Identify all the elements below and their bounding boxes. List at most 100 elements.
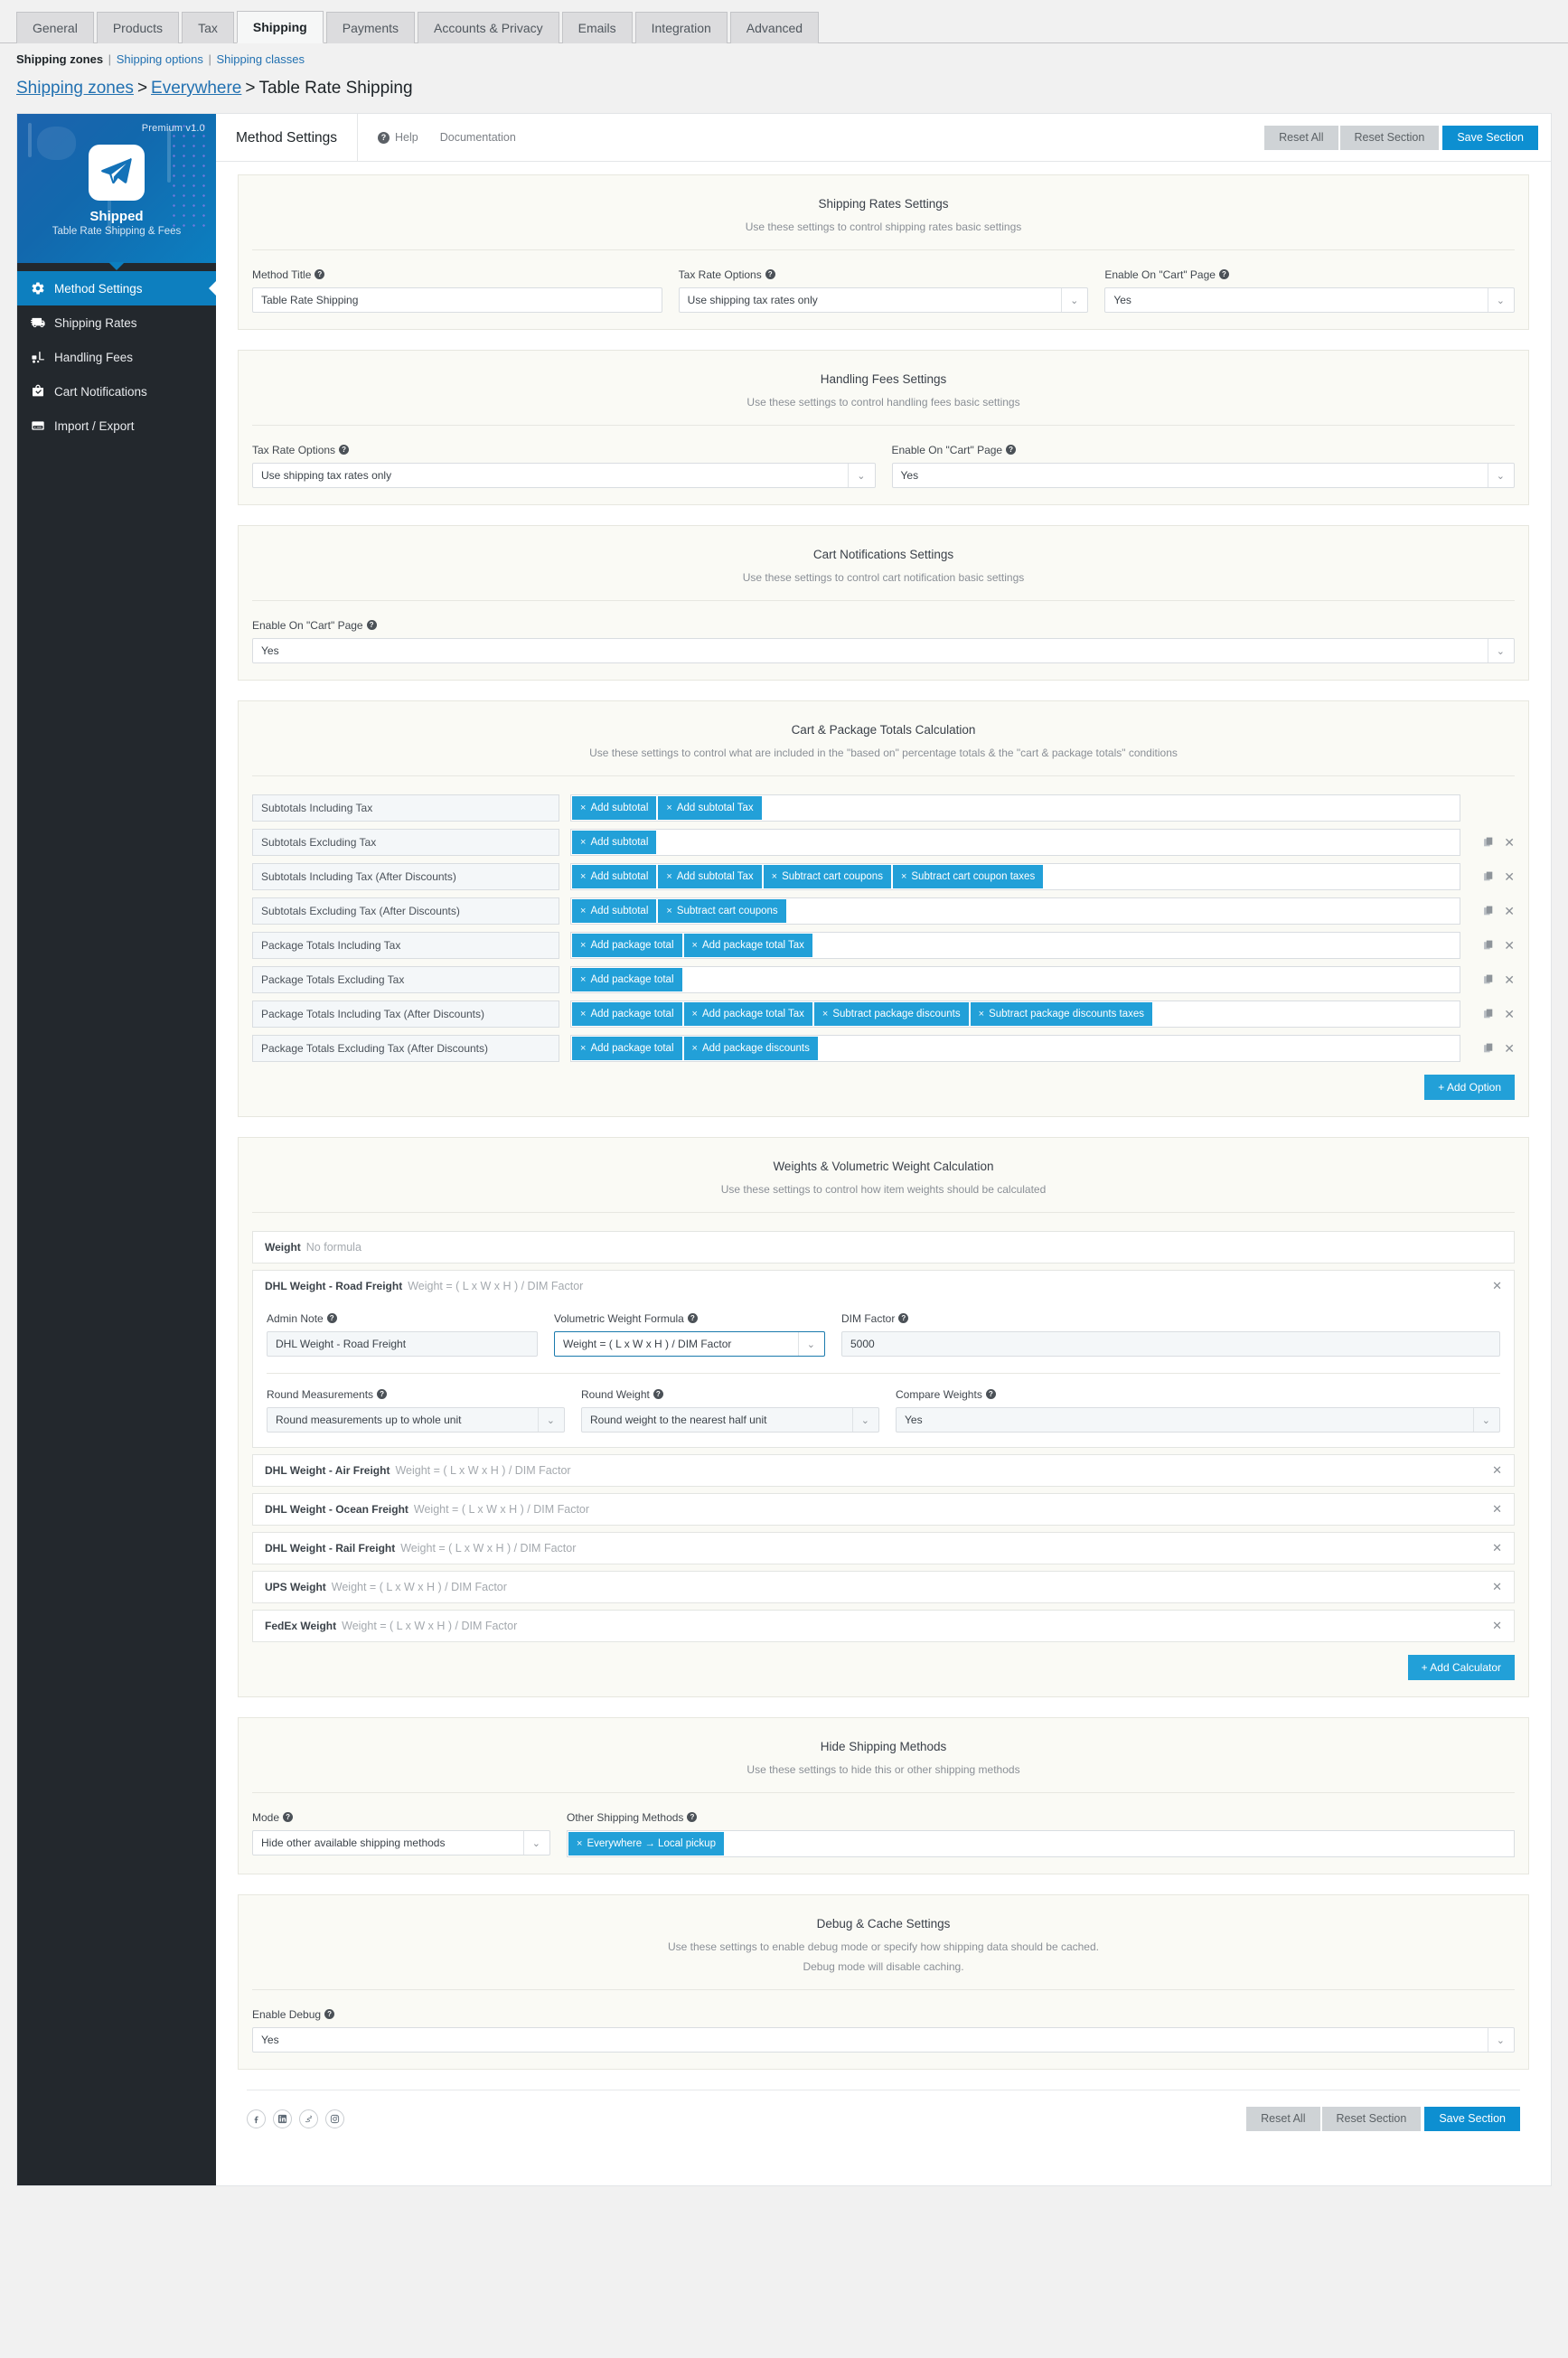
totals-row-name-input[interactable]: Package Totals Including Tax: [252, 932, 559, 959]
remove-tag-icon[interactable]: ×: [666, 871, 672, 882]
help-tooltip-icon[interactable]: ?: [1218, 268, 1229, 279]
instagram-icon[interactable]: [325, 2109, 344, 2128]
documentation-link[interactable]: Documentation: [440, 131, 516, 144]
sidebar-item-import-export[interactable]: Import / Export: [17, 409, 216, 443]
enable-debug-select[interactable]: Yes ⌄: [252, 2027, 1515, 2053]
remove-tag-icon[interactable]: ×: [978, 1009, 985, 1019]
reset-all-button[interactable]: Reset All: [1264, 125, 1338, 150]
totals-tag[interactable]: × Add package total Tax: [683, 934, 812, 957]
remove-tag-icon[interactable]: ×: [577, 1838, 583, 1849]
totals-tag[interactable]: × Subtract cart coupons: [763, 865, 891, 888]
totals-row-tagbox[interactable]: × Add package total × Add package discounts: [570, 1035, 1460, 1062]
tab-products[interactable]: Products: [96, 12, 180, 43]
help-tooltip-icon[interactable]: ?: [687, 1811, 698, 1822]
remove-tag-icon[interactable]: ×: [691, 1043, 698, 1054]
help-tooltip-icon[interactable]: ?: [326, 1312, 337, 1323]
subnav-shipping-options[interactable]: Shipping options: [116, 52, 203, 66]
delete-row-icon[interactable]: ✕: [1504, 938, 1515, 953]
help-link[interactable]: ? Help: [378, 131, 418, 144]
save-section-button[interactable]: Save Section: [1442, 125, 1538, 150]
footer-save-section-button[interactable]: Save Section: [1424, 2107, 1520, 2131]
tab-general[interactable]: General: [16, 12, 94, 43]
tab-accounts-privacy[interactable]: Accounts & Privacy: [418, 12, 559, 43]
remove-tag-icon[interactable]: ×: [580, 1009, 587, 1019]
add-option-button[interactable]: + Add Option: [1424, 1075, 1515, 1100]
totals-row-name-input[interactable]: Subtotals Including Tax: [252, 794, 559, 822]
weight-calculator-header[interactable]: DHL Weight - Road Freight Weight = ( L x …: [253, 1271, 1514, 1301]
remove-tag-icon[interactable]: ×: [580, 837, 587, 848]
tab-payments[interactable]: Payments: [325, 12, 415, 43]
totals-row-tagbox[interactable]: × Add package total × Add package total Tax: [570, 932, 1460, 959]
totals-tag[interactable]: × Add subtotal: [572, 831, 657, 854]
totals-tag[interactable]: × Add package total Tax: [683, 1002, 812, 1026]
remove-tag-icon[interactable]: ×: [691, 940, 698, 951]
totals-tag[interactable]: × Subtract package discounts taxes: [970, 1002, 1153, 1026]
reset-section-button[interactable]: Reset Section: [1339, 125, 1440, 150]
help-tooltip-icon[interactable]: ?: [324, 2008, 335, 2019]
totals-tag[interactable]: × Subtract cart coupons: [658, 899, 786, 923]
weight-calculator-header[interactable]: FedEx Weight Weight = ( L x W x H ) / DIM…: [253, 1611, 1514, 1641]
totals-row-tagbox[interactable]: × Add package total × Add package total Tax…: [570, 1001, 1460, 1028]
sidebar-item-handling-fees[interactable]: Handling Fees: [17, 340, 216, 374]
remove-calculator-icon[interactable]: ✕: [1492, 1580, 1502, 1593]
handling-enable-on-cart-page-select[interactable]: Yes ⌄: [891, 463, 1515, 488]
help-tooltip-icon[interactable]: ?: [687, 1312, 698, 1323]
totals-row-tagbox[interactable]: × Add subtotal × Subtract cart coupons: [570, 897, 1460, 925]
other-shipping-method-tag[interactable]: × Everywhere → Local pickup: [568, 1832, 724, 1855]
help-tooltip-icon[interactable]: ?: [898, 1312, 909, 1323]
tab-emails[interactable]: Emails: [561, 12, 633, 43]
totals-tag[interactable]: × Add package total: [572, 934, 682, 957]
round-weight-select[interactable]: Round weight to the nearest half unit ⌄: [581, 1407, 879, 1433]
help-tooltip-icon[interactable]: ?: [1006, 444, 1017, 455]
weight-calculator-header[interactable]: UPS Weight Weight = ( L x W x H ) / DIM F…: [253, 1572, 1514, 1602]
weight-calculator-header[interactable]: DHL Weight - Air Freight Weight = ( L x W…: [253, 1455, 1514, 1486]
help-tooltip-icon[interactable]: ?: [377, 1388, 388, 1399]
help-tooltip-icon[interactable]: ?: [765, 268, 775, 279]
round-measurements-select[interactable]: Round measurements up to whole unit ⌄: [267, 1407, 565, 1433]
dim-factor-input[interactable]: 5000: [841, 1331, 1500, 1357]
remove-tag-icon[interactable]: ×: [691, 1009, 698, 1019]
help-tooltip-icon[interactable]: ?: [985, 1388, 996, 1399]
help-tooltip-icon[interactable]: ?: [315, 268, 325, 279]
delete-row-icon[interactable]: ✕: [1504, 1007, 1515, 1021]
subnav-shipping-zones[interactable]: Shipping zones: [16, 52, 104, 66]
tab-tax[interactable]: Tax: [182, 12, 234, 43]
compare-weights-select[interactable]: Yes ⌄: [896, 1407, 1500, 1433]
remove-tag-icon[interactable]: ×: [822, 1009, 829, 1019]
totals-row-tagbox[interactable]: × Add subtotal × Add subtotal Tax: [570, 794, 1460, 822]
enable-on-cart-page-select[interactable]: Yes ⌄: [1104, 287, 1516, 313]
totals-tag[interactable]: × Add subtotal Tax: [658, 865, 762, 888]
help-tooltip-icon[interactable]: ?: [283, 1811, 294, 1822]
totals-tag[interactable]: × Add subtotal Tax: [658, 796, 762, 820]
breadcrumb-shipping-zones[interactable]: Shipping zones: [16, 79, 134, 98]
totals-tag[interactable]: × Add package total: [572, 968, 682, 991]
totals-tag[interactable]: × Add subtotal: [572, 865, 657, 888]
remove-tag-icon[interactable]: ×: [666, 803, 672, 813]
totals-row-name-input[interactable]: Subtotals Excluding Tax (After Discounts…: [252, 897, 559, 925]
help-tooltip-icon[interactable]: ?: [339, 444, 350, 455]
breadcrumb-everywhere[interactable]: Everywhere: [151, 79, 242, 98]
notifications-enable-on-cart-page-select[interactable]: Yes ⌄: [252, 638, 1515, 663]
add-calculator-button[interactable]: + Add Calculator: [1407, 1655, 1515, 1680]
handling-tax-rate-options-select[interactable]: Use shipping tax rates only ⌄: [252, 463, 876, 488]
tab-advanced[interactable]: Advanced: [729, 12, 820, 43]
totals-row-name-input[interactable]: Subtotals Excluding Tax: [252, 829, 559, 856]
tax-rate-options-select[interactable]: Use shipping tax rates only ⌄: [678, 287, 1089, 313]
facebook-icon[interactable]: [247, 2109, 266, 2128]
totals-tag[interactable]: × Add package total: [572, 1037, 682, 1060]
delete-row-icon[interactable]: ✕: [1504, 904, 1515, 918]
totals-row-name-input[interactable]: Package Totals Excluding Tax: [252, 966, 559, 993]
totals-row-tagbox[interactable]: × Add subtotal × Add subtotal Tax × Subtract …: [570, 863, 1460, 890]
remove-tag-icon[interactable]: ×: [580, 871, 587, 882]
sidebar-item-method-settings[interactable]: Method Settings: [17, 271, 216, 305]
remove-calculator-icon[interactable]: ✕: [1492, 1502, 1502, 1516]
totals-row-name-input[interactable]: Subtotals Including Tax (After Discounts…: [252, 863, 559, 890]
totals-row-tagbox[interactable]: × Add subtotal: [570, 829, 1460, 856]
footer-reset-section-button[interactable]: Reset Section: [1321, 2107, 1422, 2131]
help-tooltip-icon[interactable]: ?: [653, 1388, 663, 1399]
weight-calculator-header[interactable]: DHL Weight - Rail Freight Weight = ( L x …: [253, 1533, 1514, 1564]
delete-row-icon[interactable]: ✕: [1504, 835, 1515, 850]
delete-row-icon[interactable]: ✕: [1504, 1041, 1515, 1056]
footer-reset-all-button[interactable]: Reset All: [1246, 2107, 1320, 2131]
totals-row-name-input[interactable]: Package Totals Excluding Tax (After Disc…: [252, 1035, 559, 1062]
